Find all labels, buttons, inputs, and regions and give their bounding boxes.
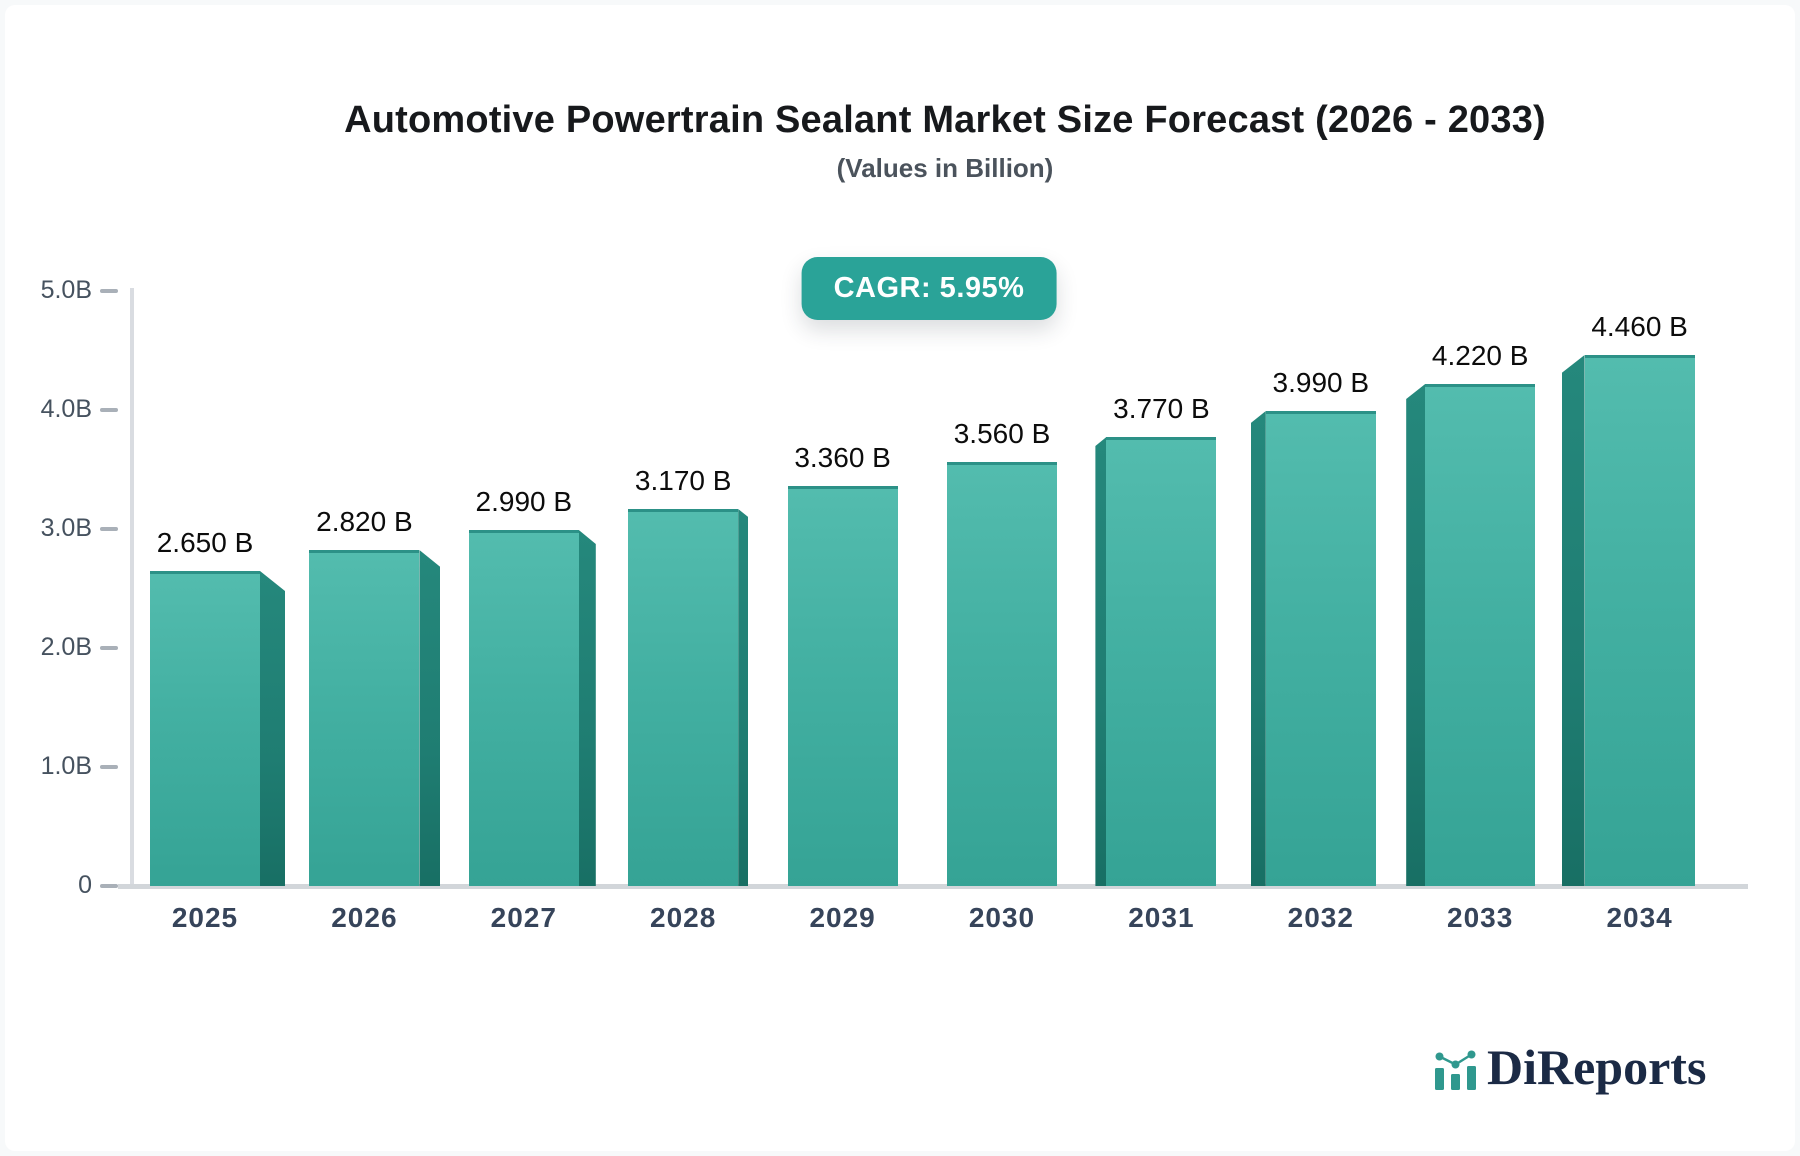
page-title: Automotive Powertrain Sealant Market Siz…	[344, 99, 1546, 141]
x-axis-line	[118, 884, 1748, 889]
y-tick-mark	[100, 765, 118, 769]
bar-value-label-2027: 2.990 B	[475, 486, 573, 517]
y-tick-label-1.0B: 1.0B	[40, 752, 92, 780]
bar-value-label-2026: 2.820 B	[316, 506, 413, 537]
x-label-2030: 2030	[968, 902, 1036, 933]
bar-2028	[628, 509, 739, 886]
bar-side-face-2031	[1095, 437, 1107, 886]
bar-2030	[947, 462, 1057, 886]
bar-side-face-2025	[260, 571, 285, 886]
bar-2034	[1584, 355, 1695, 886]
bar-side-face-2028	[738, 509, 749, 886]
y-tick-label-5.0B: 5.0B	[40, 276, 92, 304]
bar-value-label-2030: 3.560 B	[953, 418, 1051, 449]
bar-value-label-2028: 3.170 B	[634, 465, 732, 496]
bar-side-face-2027	[578, 530, 596, 886]
x-label-2031: 2031	[1128, 902, 1195, 933]
x-label-2028: 2028	[650, 902, 717, 933]
bar-2033	[1425, 384, 1536, 886]
bar-2029	[787, 486, 898, 886]
x-label-2033: 2033	[1447, 902, 1514, 933]
x-label-2026: 2026	[331, 902, 398, 933]
y-tick-label-3.0B: 3.0B	[40, 514, 92, 542]
bar-side-face-2032	[1250, 411, 1266, 886]
x-label-2027: 2027	[490, 902, 557, 933]
y-tick-label-0: 0	[78, 871, 92, 899]
y-tick-mark	[100, 646, 118, 650]
chart-subtitle: (Values in Billion)	[836, 153, 1054, 183]
bar-2026	[309, 550, 420, 886]
x-label-2034: 2034	[1606, 902, 1673, 933]
y-tick-mark	[100, 289, 118, 293]
x-label-2029: 2029	[809, 902, 876, 933]
bar-value-label-2025: 2.650 B	[156, 527, 254, 558]
bar-2032	[1265, 411, 1376, 886]
bar-value-label-2032: 3.990 B	[1272, 367, 1370, 398]
brand-logo: DiReports	[1433, 1039, 1706, 1101]
y-tick-label-4.0B: 4.0B	[40, 395, 92, 423]
bar-2027	[468, 530, 579, 886]
y-tick-mark	[100, 408, 118, 412]
x-label-2025: 2025	[171, 902, 239, 933]
brand-name: DiReports	[1487, 1039, 1707, 1095]
x-label-2032: 2032	[1287, 902, 1354, 933]
bar-2031	[1106, 437, 1217, 886]
bar-side-face-2034	[1561, 355, 1585, 886]
bar-value-label-2034: 4.460 B	[1591, 311, 1688, 342]
y-tick-mark	[100, 527, 118, 531]
mini-bar-chart-icon	[1435, 1050, 1476, 1090]
chart-card: Automotive Powertrain Sealant Market Siz…	[5, 5, 1795, 1151]
bar-2025	[150, 571, 260, 886]
y-tick-label-2.0B: 2.0B	[40, 633, 92, 661]
y-tick-mark	[100, 884, 118, 888]
bar-value-label-2033: 4.220 B	[1431, 340, 1529, 371]
bar-value-label-2029: 3.360 B	[794, 442, 891, 473]
bar-side-face-2033	[1406, 384, 1426, 886]
y-axis-line	[130, 288, 134, 888]
bar-value-label-2031: 3.770 B	[1113, 393, 1210, 424]
cagr-badge: CAGR: 5.95%	[801, 257, 1057, 320]
bar-side-face-2026	[419, 550, 441, 886]
